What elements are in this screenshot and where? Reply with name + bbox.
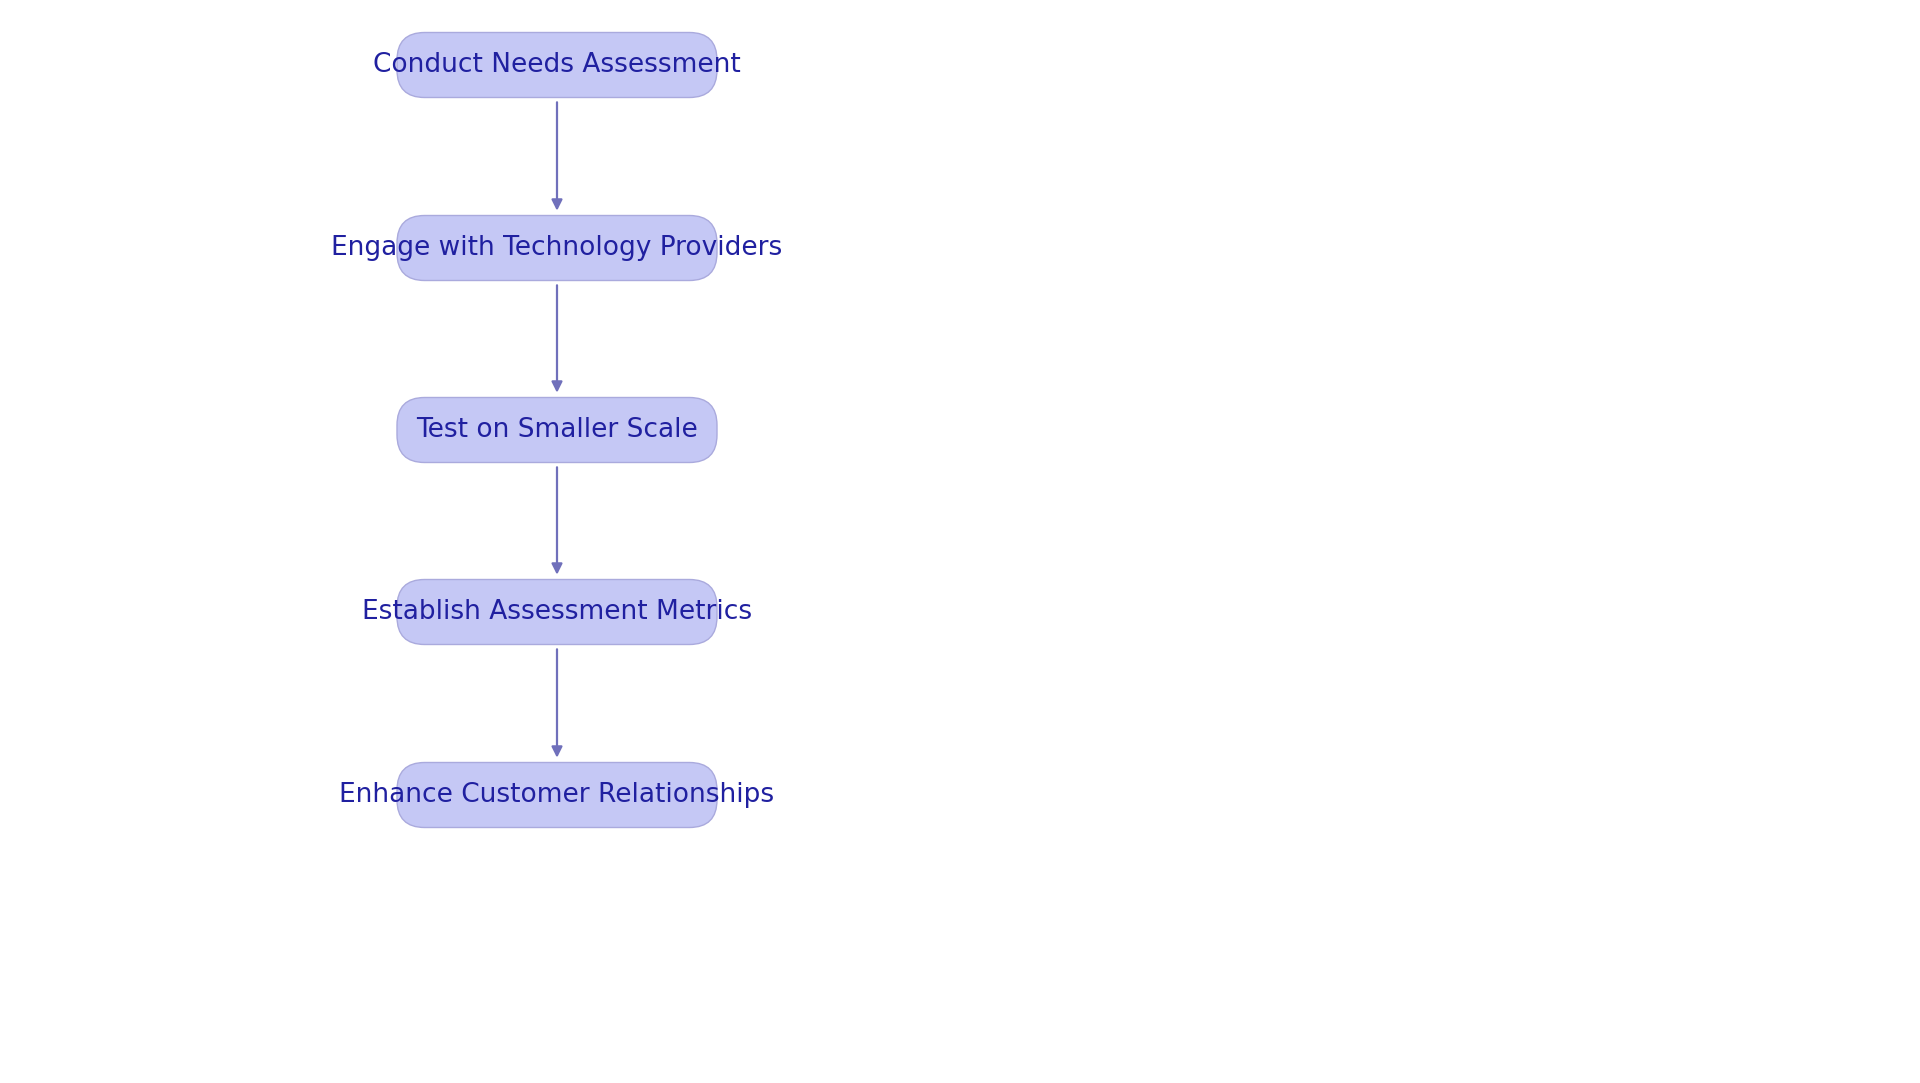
Text: Test on Smaller Scale: Test on Smaller Scale xyxy=(417,417,697,443)
Text: Conduct Needs Assessment: Conduct Needs Assessment xyxy=(372,52,741,78)
FancyBboxPatch shape xyxy=(397,762,716,827)
FancyBboxPatch shape xyxy=(397,32,716,97)
Text: Enhance Customer Relationships: Enhance Customer Relationships xyxy=(340,782,774,808)
Text: Establish Assessment Metrics: Establish Assessment Metrics xyxy=(363,599,753,625)
FancyBboxPatch shape xyxy=(397,397,716,462)
FancyBboxPatch shape xyxy=(397,216,716,280)
Text: Engage with Technology Providers: Engage with Technology Providers xyxy=(332,235,783,261)
FancyBboxPatch shape xyxy=(397,579,716,644)
